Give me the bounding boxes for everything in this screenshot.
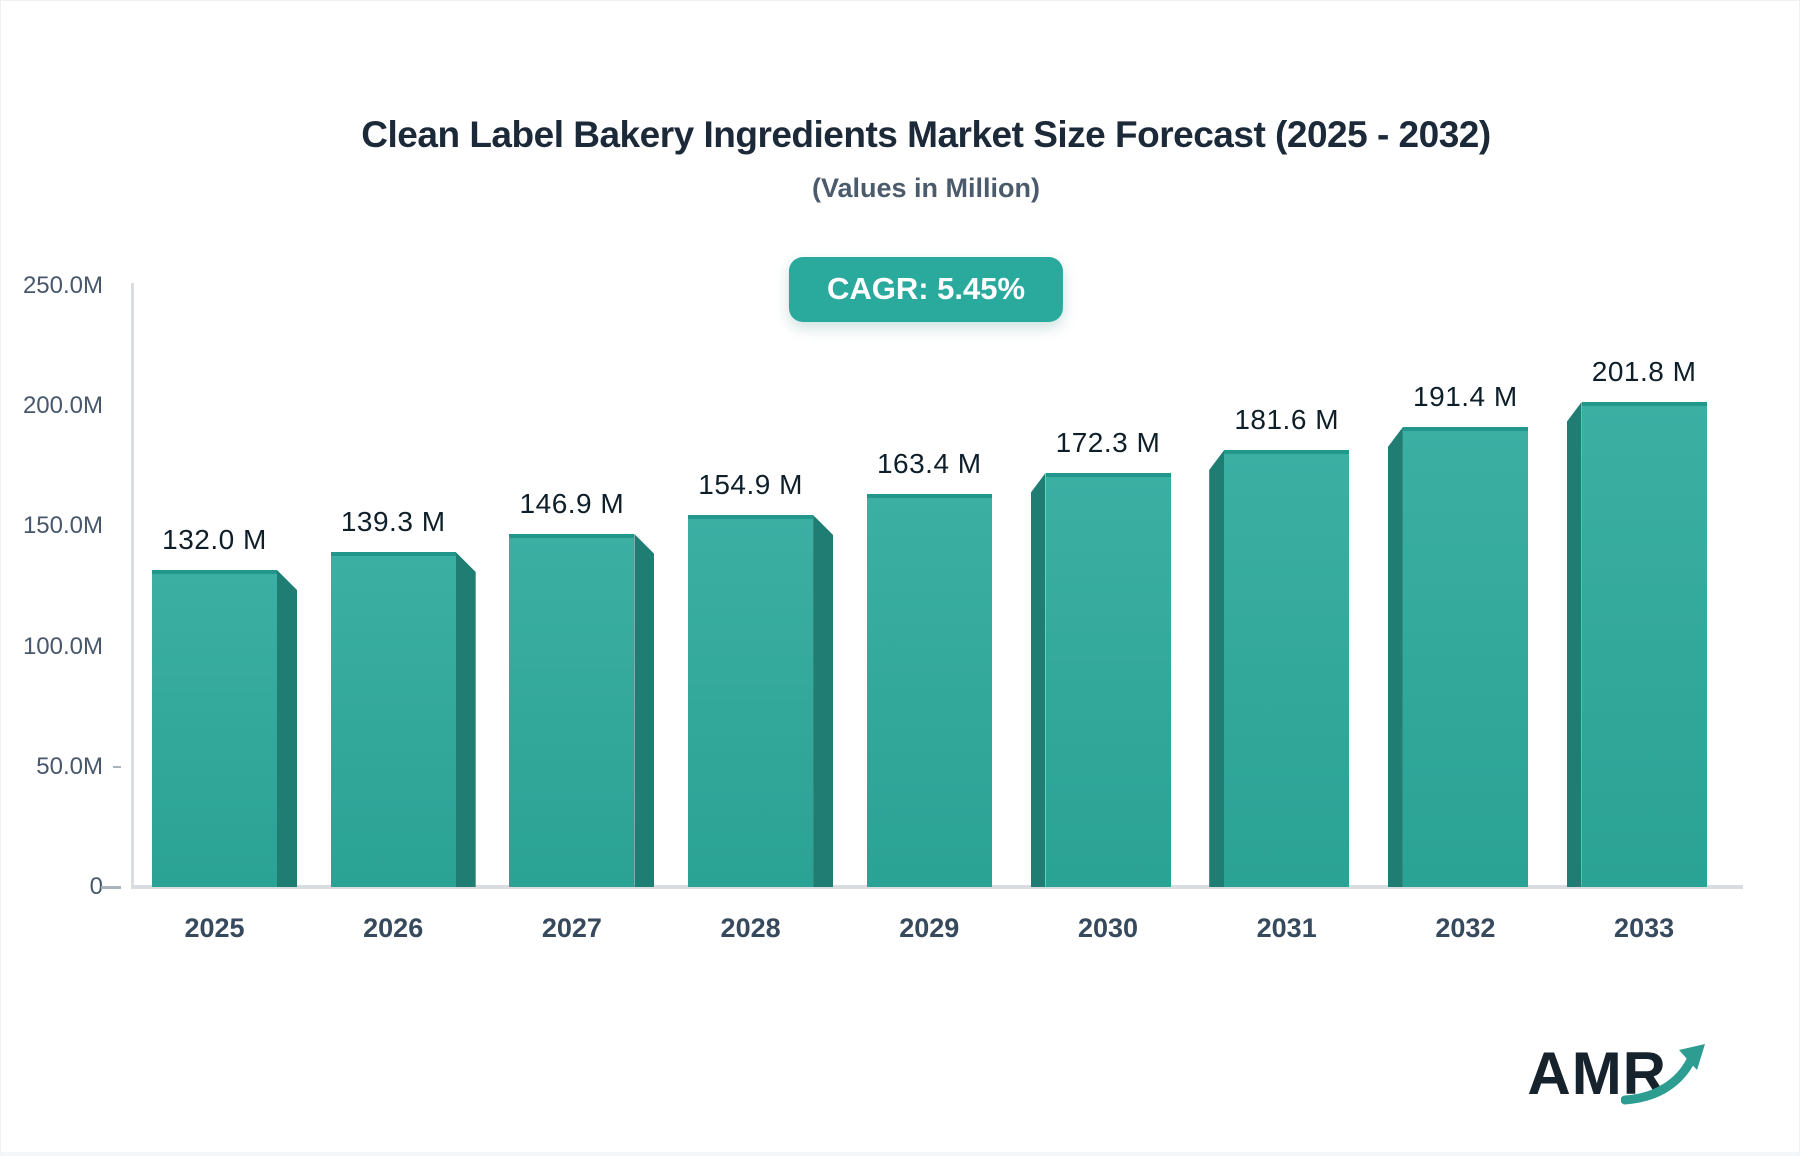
brand-logo: AMR bbox=[1527, 1042, 1707, 1105]
bar-3d-side-2025 bbox=[277, 570, 297, 887]
y-tick-mark bbox=[113, 765, 121, 768]
y-tick-label-200.0M: 200.0M bbox=[22, 392, 103, 420]
y-tick-mark bbox=[101, 886, 121, 889]
y-axis-line bbox=[131, 283, 134, 887]
cagr-badge-label: CAGR: 5.45% bbox=[826, 271, 1026, 306]
bar-2029 bbox=[866, 494, 992, 887]
bar-value-label-2031: 181.6 M bbox=[1234, 404, 1340, 435]
bar-value-label-2026: 139.3 M bbox=[340, 506, 446, 537]
bar-value-label-2027: 146.9 M bbox=[519, 488, 625, 519]
bar-3d-side-2026 bbox=[455, 552, 476, 887]
bar-3d-side-2031 bbox=[1209, 450, 1225, 887]
bar-2025 bbox=[152, 570, 277, 887]
x-axis-label-2030: 2030 bbox=[1077, 913, 1139, 943]
chart-subtitle: (Values in Million) bbox=[811, 173, 1041, 203]
bar-3d-side-2027 bbox=[634, 534, 655, 887]
bar-2032 bbox=[1402, 427, 1528, 887]
y-tick-label-250.0M: 250.0M bbox=[22, 272, 103, 299]
bar-2030 bbox=[1045, 473, 1171, 887]
x-axis-line bbox=[131, 885, 1743, 889]
y-tick-label-50.0M: 50.0M bbox=[36, 752, 103, 780]
x-axis-label-2031: 2031 bbox=[1256, 913, 1317, 943]
cagr-badge: CAGR: 5.45% bbox=[788, 257, 1064, 322]
bar-value-label-2030: 172.3 M bbox=[1055, 427, 1161, 458]
y-tick-label-100.0M: 100.0M bbox=[22, 632, 103, 660]
y-tick-label-150.0M: 150.0M bbox=[22, 512, 103, 540]
bar-3d-side-2033 bbox=[1566, 402, 1582, 887]
bar-2033 bbox=[1581, 402, 1707, 887]
bar-value-label-2029: 163.4 M bbox=[876, 448, 982, 479]
trend-up-arrow-icon bbox=[1621, 1044, 1705, 1105]
x-axis-label-2028: 2028 bbox=[720, 913, 781, 943]
x-axis-label-2027: 2027 bbox=[541, 913, 602, 943]
bar-3d-side-2028 bbox=[813, 515, 834, 887]
bar-2028 bbox=[688, 515, 814, 887]
x-axis-label-2029: 2029 bbox=[899, 913, 960, 943]
x-axis-label-2032: 2032 bbox=[1435, 913, 1496, 943]
bar-value-label-2033: 201.8 M bbox=[1591, 356, 1697, 387]
bar-value-label-2032: 191.4 M bbox=[1413, 381, 1518, 412]
bar-2031 bbox=[1224, 450, 1350, 887]
bar-3d-side-2032 bbox=[1387, 427, 1403, 887]
bar-2027 bbox=[509, 534, 635, 887]
bar-3d-side-2030 bbox=[1030, 473, 1046, 887]
x-axis-label-2033: 2033 bbox=[1614, 913, 1675, 943]
bar-value-label-2025: 132.0 M bbox=[162, 524, 267, 555]
bar-value-label-2028: 154.9 M bbox=[698, 469, 803, 500]
x-axis-label-2026: 2026 bbox=[363, 913, 424, 943]
y-tick-label-0: 0 bbox=[89, 873, 103, 900]
bar-2026 bbox=[330, 552, 456, 887]
x-axis-label-2025: 2025 bbox=[184, 913, 245, 943]
chart-title: Clean Label Bakery Ingredients Market Si… bbox=[361, 114, 1491, 155]
